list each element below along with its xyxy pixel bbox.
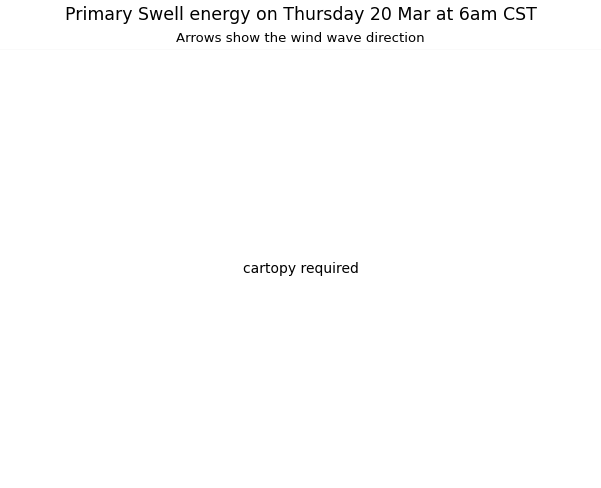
Text: Primary Swell energy on Thursday 20 Mar at 6am CST: Primary Swell energy on Thursday 20 Mar … — [64, 6, 537, 24]
Text: Arrows show the wind wave direction: Arrows show the wind wave direction — [176, 33, 425, 45]
Text: cartopy required: cartopy required — [243, 262, 358, 276]
